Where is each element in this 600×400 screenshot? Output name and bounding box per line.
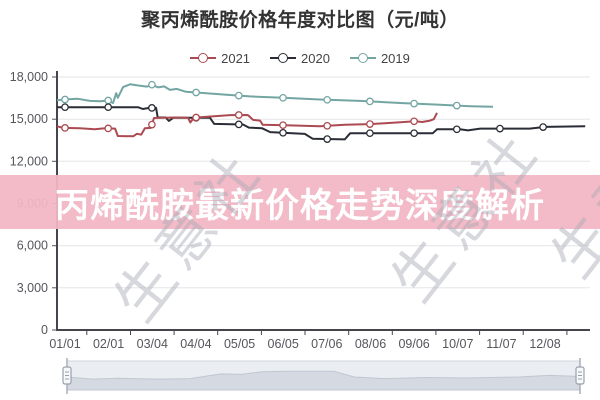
series-marker-2020: [234, 120, 243, 129]
y-axis-label: 18,000: [10, 70, 48, 84]
series-marker-2020: [452, 125, 461, 134]
y-axis-label: 12,000: [10, 154, 48, 168]
series-marker-2020: [104, 103, 113, 112]
x-axis-label: 05/05: [224, 337, 255, 351]
x-axis-label: 04/04: [180, 337, 211, 351]
series-marker-2019: [452, 101, 461, 110]
headline-banner: 丙烯酰胺最新价格走势深度解析: [0, 175, 600, 229]
series-line-2020: [57, 106, 586, 141]
x-axis-label: 03/04: [137, 337, 168, 351]
datazoom-area-preview: [66, 370, 581, 391]
series-marker-2019: [61, 95, 69, 104]
series-marker-2021: [410, 117, 418, 126]
series-marker-2019: [148, 80, 156, 89]
series-marker-2021: [61, 124, 69, 132]
series-marker-2021: [148, 120, 156, 129]
y-axis-label: 15,000: [10, 112, 48, 126]
legend-marker-2020-icon: [270, 53, 297, 63]
series-marker-2020: [323, 135, 332, 143]
series-marker-2020: [410, 129, 418, 138]
series-marker-2020: [279, 128, 287, 137]
legend-marker-2021-icon: [190, 53, 217, 63]
series-marker-2019: [323, 95, 332, 104]
legend-marker-2019-icon: [349, 53, 376, 63]
series-marker-2021: [234, 111, 243, 119]
headline-text: 丙烯酰胺最新价格走势深度解析: [55, 186, 545, 225]
series-marker-2019: [279, 93, 287, 102]
series-marker-2020: [496, 124, 504, 133]
series-marker-2019: [410, 99, 418, 108]
series-marker-2020: [148, 104, 156, 112]
legend: 2021 2020 2019: [0, 48, 600, 68]
x-axis-label: 01/01: [49, 337, 80, 351]
series-marker-2021: [366, 120, 374, 128]
x-axis-label: 10/07: [442, 337, 473, 351]
y-axis-label: 3,000: [17, 281, 48, 295]
x-axis-label: 12/08: [529, 337, 560, 351]
series-marker-2020: [61, 103, 69, 112]
x-axis-label: 07/06: [311, 337, 342, 351]
series-marker-2020: [539, 123, 547, 131]
series-marker-2019: [234, 91, 243, 100]
series-marker-2019: [192, 88, 200, 97]
x-axis-label: 06/05: [268, 337, 299, 351]
series-marker-2021: [104, 124, 113, 133]
series-marker-2021: [279, 121, 287, 130]
series-marker-2021: [192, 113, 200, 122]
legend-item-2021[interactable]: 2021: [190, 51, 250, 66]
legend-label-2020: 2020: [301, 50, 330, 66]
y-axis-label: 6,000: [17, 239, 48, 253]
x-axis-label: 09/06: [398, 337, 429, 351]
x-axis-label: 11/07: [486, 337, 516, 351]
legend-label-2021: 2021: [221, 50, 251, 66]
series-marker-2019: [366, 97, 374, 106]
series-marker-2020: [366, 129, 374, 138]
legend-label-2019: 2019: [380, 50, 410, 66]
chart-title: 聚丙烯酰胺价格年度对比图（元/吨）: [141, 10, 459, 31]
x-axis-label: 08/06: [355, 337, 386, 351]
series-marker-2021: [323, 121, 332, 130]
legend-item-2020[interactable]: 2020: [270, 51, 330, 66]
legend-item-2019[interactable]: 2019: [349, 50, 410, 66]
x-axis-label: 02/01: [93, 337, 124, 351]
y-axis-label: 0: [41, 323, 48, 337]
